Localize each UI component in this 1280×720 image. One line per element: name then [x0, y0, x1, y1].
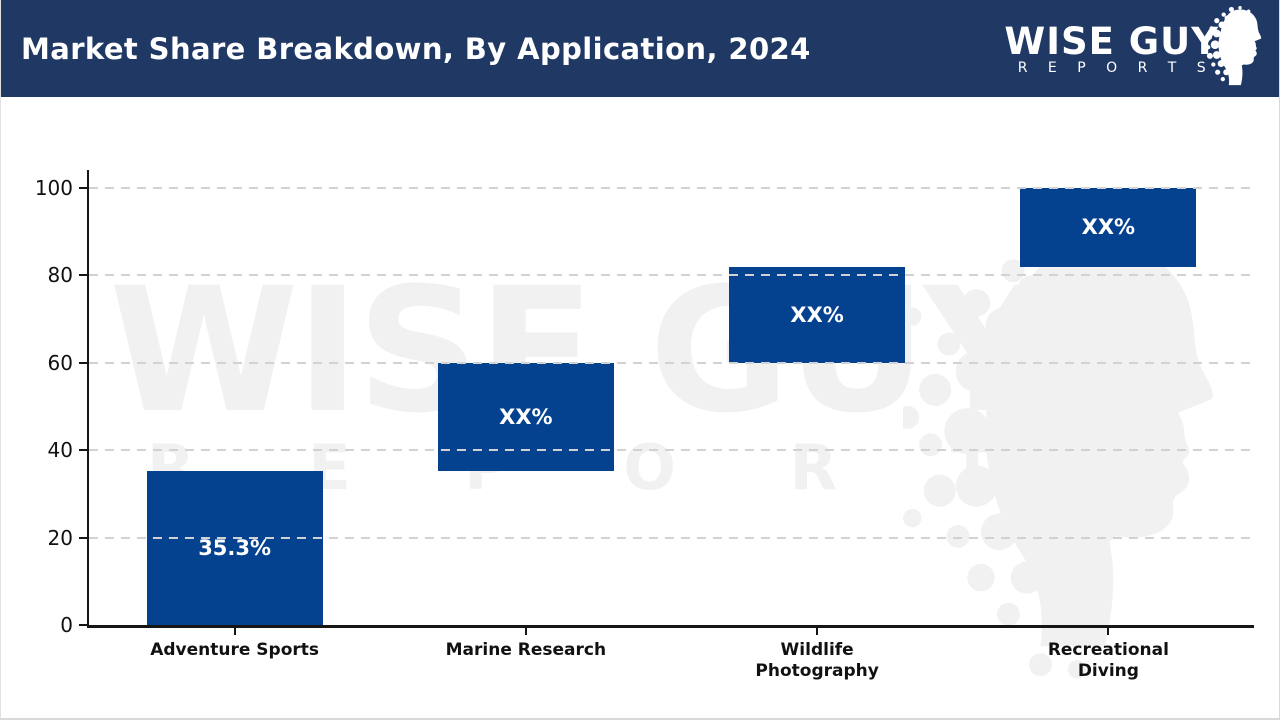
wiseguy-head-logo-icon	[1206, 6, 1262, 86]
y-axis-tick-label: 80	[47, 263, 73, 288]
x-axis-tick-mark	[816, 628, 819, 635]
y-gridline	[89, 449, 1254, 452]
bar-value-label: XX%	[499, 404, 553, 429]
wiseguy-logo-subname: R E P O R T S	[1017, 60, 1214, 77]
header-bar: Market Share Breakdown, By Application, …	[1, 0, 1279, 97]
y-axis-tick-label: 100	[34, 176, 73, 200]
page-title: Market Share Breakdown, By Application, …	[21, 31, 811, 66]
x-axis-category-label: Wildlife Photography	[755, 640, 879, 682]
y-axis-tick-mark	[79, 361, 88, 364]
bar-segment: XX%	[437, 362, 614, 471]
x-axis-category-label: Recreational Diving	[1047, 640, 1169, 682]
wiseguy-logo: WISE GUY R E P O R T S	[1004, 4, 1265, 94]
x-axis-category-label: Adventure Sports	[150, 640, 320, 660]
y-axis-line	[87, 170, 89, 627]
bar-segment: 35.3%	[146, 470, 323, 625]
y-axis-tick-label: 60	[47, 350, 73, 375]
bar-segment: XX%	[1020, 188, 1197, 267]
y-gridline	[89, 187, 1254, 189]
y-gridline	[89, 274, 1254, 277]
x-axis-tick-mark	[524, 628, 527, 635]
y-axis-tick-label: 40	[47, 438, 73, 463]
y-axis-tick-mark	[79, 449, 88, 452]
y-gridline	[89, 536, 1254, 539]
wiseguy-head-watermark	[903, 225, 1213, 679]
y-axis-tick-mark	[79, 624, 88, 626]
x-axis-tick-mark	[1107, 628, 1110, 635]
bar-value-label: 35.3%	[198, 535, 272, 560]
bar-value-label: XX%	[790, 302, 844, 327]
y-axis-tick-label: 20	[47, 525, 73, 550]
x-axis-line	[87, 625, 1254, 628]
x-axis-category-label: Marine Research	[445, 640, 607, 660]
bar-segment: XX%	[729, 266, 906, 363]
y-axis-tick-mark	[79, 536, 88, 539]
y-axis-tick-mark	[79, 274, 88, 277]
wiseguy-logo-name: WISE GUY	[1004, 19, 1219, 63]
x-axis-tick-mark	[233, 628, 236, 635]
wiseguy-logo-text: WISE GUY R E P O R T S	[1004, 19, 1219, 77]
plot-area: WISE GUY R E P O R T S 0 20 40 60 80 100 35.3%…	[1, 97, 1279, 718]
bar-value-label: XX%	[1081, 215, 1136, 240]
y-axis-tick-mark	[79, 187, 88, 189]
y-gridline	[89, 361, 1254, 364]
y-axis-tick-label: 0	[60, 613, 73, 637]
